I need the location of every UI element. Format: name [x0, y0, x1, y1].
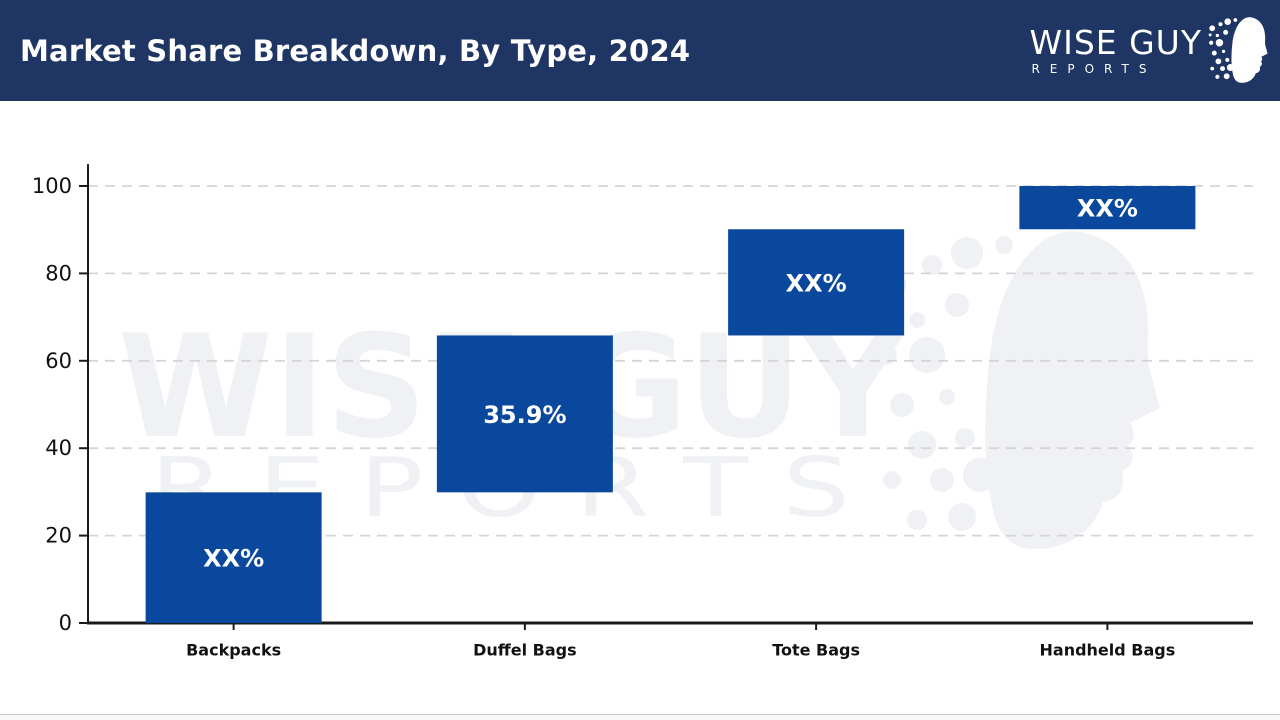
x-category-label: Handheld Bags	[1040, 641, 1176, 660]
logo-subtext: REPORTS	[1031, 61, 1157, 76]
y-tick-label: 20	[45, 524, 72, 548]
y-tick-label: 60	[45, 349, 72, 373]
bar	[1019, 186, 1196, 230]
bar-value-label: XX%	[1077, 195, 1138, 223]
plot-area: 0 20 40 60 80 100 XX% Backpacks 35.9% Duffel Bags…	[32, 164, 1253, 660]
watermark-head-icon	[875, 231, 1160, 550]
x-category-label: Duffel Bags	[473, 641, 577, 660]
y-tick-label: 0	[59, 611, 72, 635]
x-category-label: Tote Bags	[772, 641, 860, 660]
page-title: Market Share Breakdown, By Type, 2024	[20, 33, 691, 68]
bar	[145, 492, 322, 623]
y-tick-label: 80	[45, 261, 72, 285]
header-bar: Market Share Breakdown, By Type, 2024 WI…	[0, 0, 1280, 101]
bar-value-label: XX%	[786, 269, 847, 297]
x-category-label: Backpacks	[186, 641, 281, 660]
bar-value-label: 35.9%	[483, 401, 566, 429]
wise-guy-head-icon	[1208, 16, 1268, 83]
bar-value-label: XX%	[203, 545, 264, 573]
bar	[436, 335, 613, 493]
y-tick-label: 100	[32, 174, 72, 198]
footer-strip	[0, 714, 1280, 720]
y-tick-label: 40	[45, 436, 72, 460]
wise-guy-logo: WISE GUY REPORTS	[1029, 14, 1268, 88]
logo-wordmark: WISE GUY	[1029, 22, 1202, 62]
logo-text: WISE GUY REPORTS	[1029, 26, 1202, 76]
bar	[728, 229, 905, 336]
